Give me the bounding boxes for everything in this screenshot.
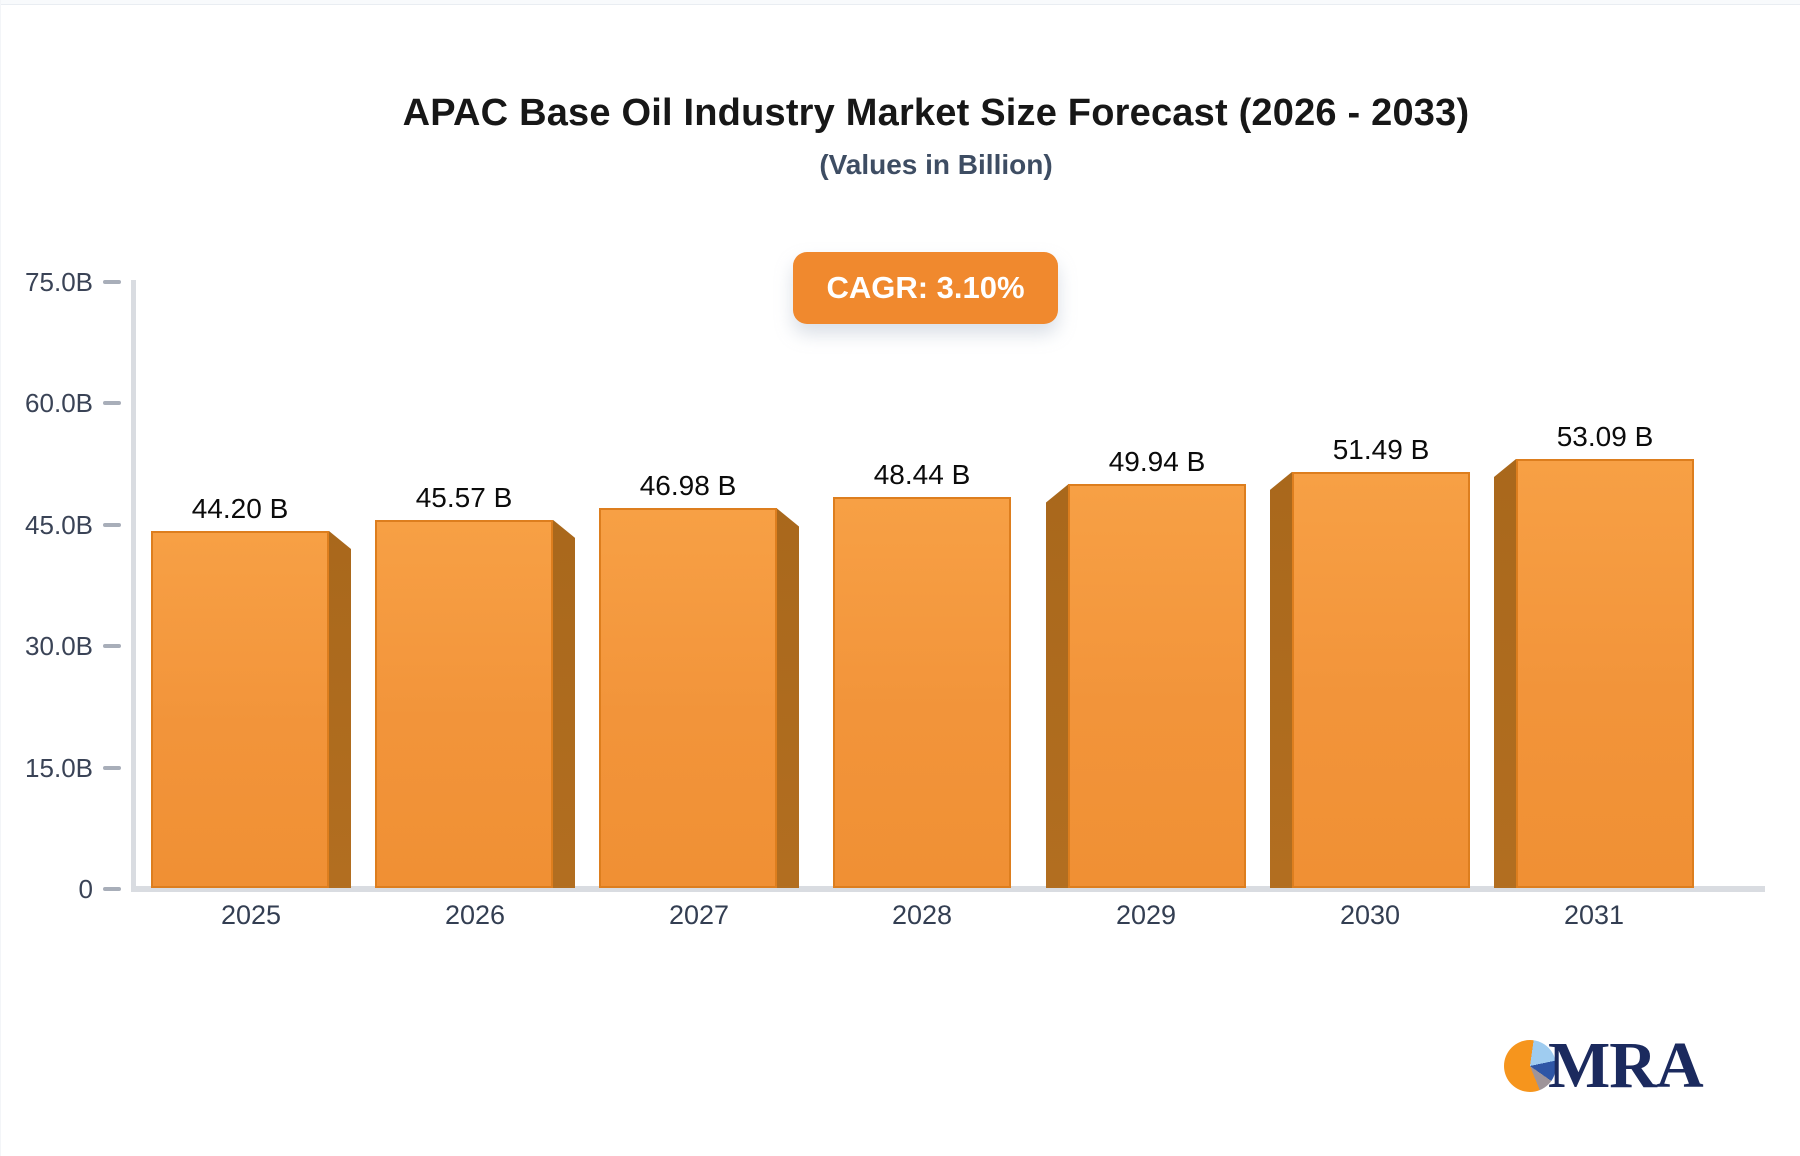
x-axis-label: 2027 [668, 900, 730, 930]
y-axis-tick-mark [103, 887, 121, 891]
mra-logo: MRA [1504, 1029, 1704, 1102]
bar-3d-side-face [1494, 458, 1516, 888]
y-axis-tick-label: 15.0B [25, 752, 93, 783]
bar-2027 [599, 508, 777, 888]
bar-value-label: 48.44 B [873, 458, 971, 490]
x-axis-label: 2030 [1339, 900, 1401, 930]
bar-3d-side-face [1270, 471, 1292, 888]
x-axis-label: 2029 [1115, 900, 1177, 930]
x-axis-label: 2031 [1563, 900, 1625, 930]
bar-3d-side-face [553, 519, 575, 888]
x-axis-label: 2026 [444, 900, 506, 930]
y-axis-tick-mark [103, 522, 121, 527]
chart-header: APAC Base Oil Industry Market Size Forec… [71, 92, 1800, 181]
cagr-badge: CAGR: 3.10% [793, 252, 1058, 324]
bar-3d-side-face [777, 508, 799, 888]
top-edge-strip [1, 0, 1800, 5]
y-axis-tick-mark [103, 401, 121, 405]
bar-2030 [1292, 471, 1470, 888]
y-axis-tick-label: 75.0B [25, 266, 93, 297]
bar-value-label: 45.57 B [415, 481, 513, 513]
logo-text: MRA [1548, 1029, 1704, 1102]
x-axis-label: 2025 [220, 900, 282, 930]
y-axis-tick-mark [103, 765, 121, 770]
y-axis-tick-label: 45.0B [25, 509, 93, 540]
y-axis-tick-mark [103, 644, 121, 648]
y-axis-line [131, 280, 136, 892]
chart-subtitle: (Values in Billion) [819, 149, 1053, 180]
y-axis-tick-label: 60.0B [25, 388, 93, 418]
bar-2026 [375, 519, 553, 888]
bar-value-label: 53.09 B [1556, 420, 1654, 452]
bar-2031 [1516, 458, 1694, 888]
y-axis-tick-label: 30.0B [25, 631, 93, 661]
bar-3d-side-face [329, 530, 351, 888]
bar-2025 [151, 530, 329, 888]
y-axis-tick-mark [103, 279, 121, 284]
x-axis-label: 2028 [891, 900, 953, 930]
x-axis-baseline [131, 886, 1765, 892]
bar-value-label: 46.98 B [639, 470, 737, 502]
bar-2029 [1068, 484, 1246, 888]
y-axis-tick-label: 0 [78, 874, 93, 904]
bar-value-label: 51.49 B [1332, 433, 1430, 465]
bar-value-label: 49.94 B [1108, 446, 1206, 478]
bar-value-label: 44.20 B [191, 492, 289, 524]
page-title: APAC Base Oil Industry Market Size Forec… [402, 92, 1470, 134]
bar-2028 [833, 496, 1011, 888]
bar-3d-side-face [1046, 484, 1068, 888]
cagr-badge-label: CAGR: 3.10% [826, 270, 1025, 305]
pie-chart-logo-icon [1504, 1040, 1556, 1092]
